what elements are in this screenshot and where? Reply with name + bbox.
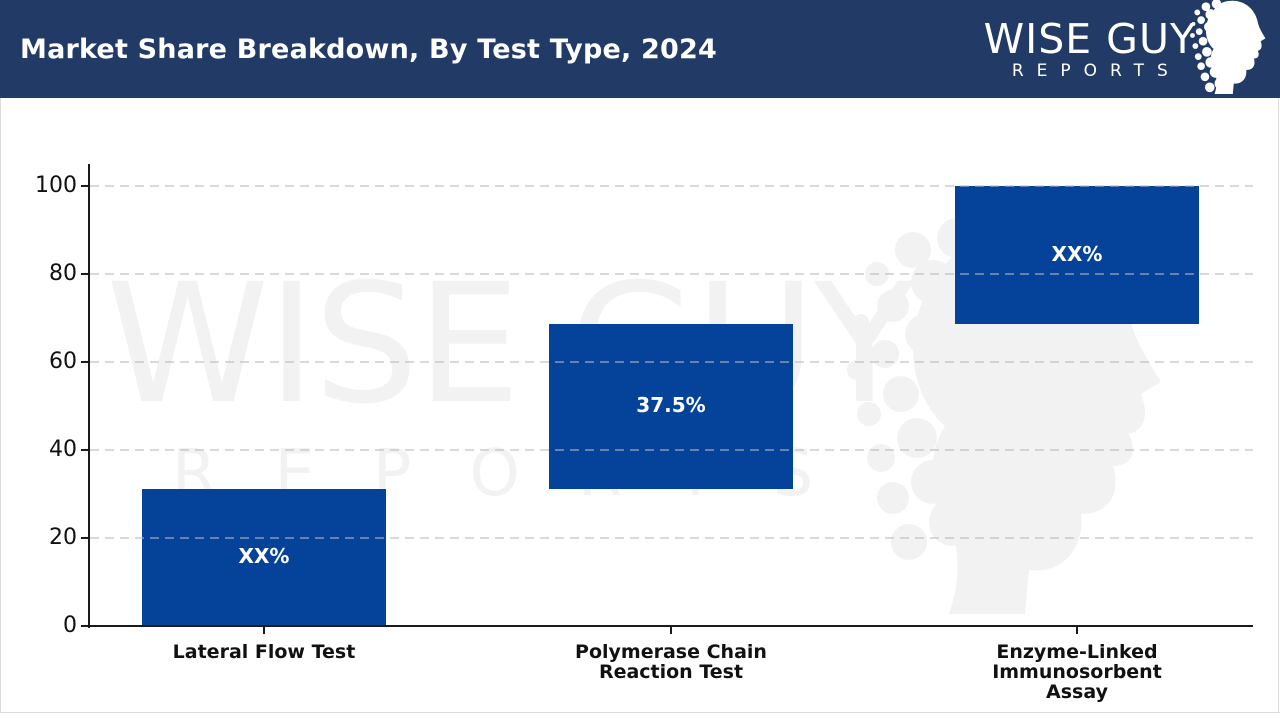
x-axis-tick [670, 627, 672, 634]
dotted-head-profile-icon [1180, 0, 1276, 99]
bar-value-label: XX% [238, 544, 290, 569]
y-tick-label: 0 [63, 613, 77, 638]
bar-value-label: 37.5% [636, 393, 706, 417]
x-tick-label: Lateral Flow Test [172, 641, 356, 663]
x-axis-tick [1076, 627, 1078, 634]
gridline-20 [90, 537, 1253, 539]
gridline-80 [90, 273, 1253, 275]
y-axis-tick [81, 625, 89, 627]
y-tick-label: 60 [49, 349, 77, 374]
gridline-100 [90, 185, 1253, 187]
y-axis-tick [81, 273, 89, 275]
gridline-40 [90, 449, 1253, 451]
y-tick-label: 20 [49, 525, 77, 550]
brand-logo-text: WISE GUY REPORTS [983, 14, 1196, 81]
card-border-bottom [0, 712, 1280, 713]
bar-segment [955, 186, 1199, 324]
gridline-60 [90, 361, 1253, 363]
y-axis-tick [81, 185, 89, 187]
bar-value-label: XX% [1051, 241, 1103, 266]
x-tick-label: Enzyme-Linked Immunosorbent Assay [992, 641, 1162, 703]
brand-subname: REPORTS [1011, 60, 1181, 81]
x-axis-spine [88, 625, 1253, 627]
y-axis-spine [88, 164, 90, 628]
y-axis-tick [81, 537, 89, 539]
bar-segment [549, 323, 793, 489]
card-border-right [1278, 98, 1279, 713]
chart-title: Market Share Breakdown, By Test Type, 20… [20, 33, 718, 65]
x-tick-label: Polymerase Chain Reaction Test [575, 641, 767, 683]
brand-name: WISE GUY [983, 14, 1196, 63]
header-band: Market Share Breakdown, By Test Type, 20… [0, 0, 1280, 98]
y-tick-label: 40 [49, 437, 77, 462]
brand-logo: WISE GUY REPORTS [984, 0, 1276, 99]
bar-segment [142, 488, 386, 626]
waterfall-chart-plot: 0 20 40 60 80 100 XX% Lateral Flow Test 37.5% Pol… [0, 98, 1280, 720]
y-tick-label: 80 [49, 261, 77, 286]
y-axis-tick [81, 361, 89, 363]
x-axis-tick [263, 627, 265, 634]
y-axis-tick [81, 449, 89, 451]
y-tick-label: 100 [35, 173, 77, 198]
card-border-left [0, 98, 1, 713]
